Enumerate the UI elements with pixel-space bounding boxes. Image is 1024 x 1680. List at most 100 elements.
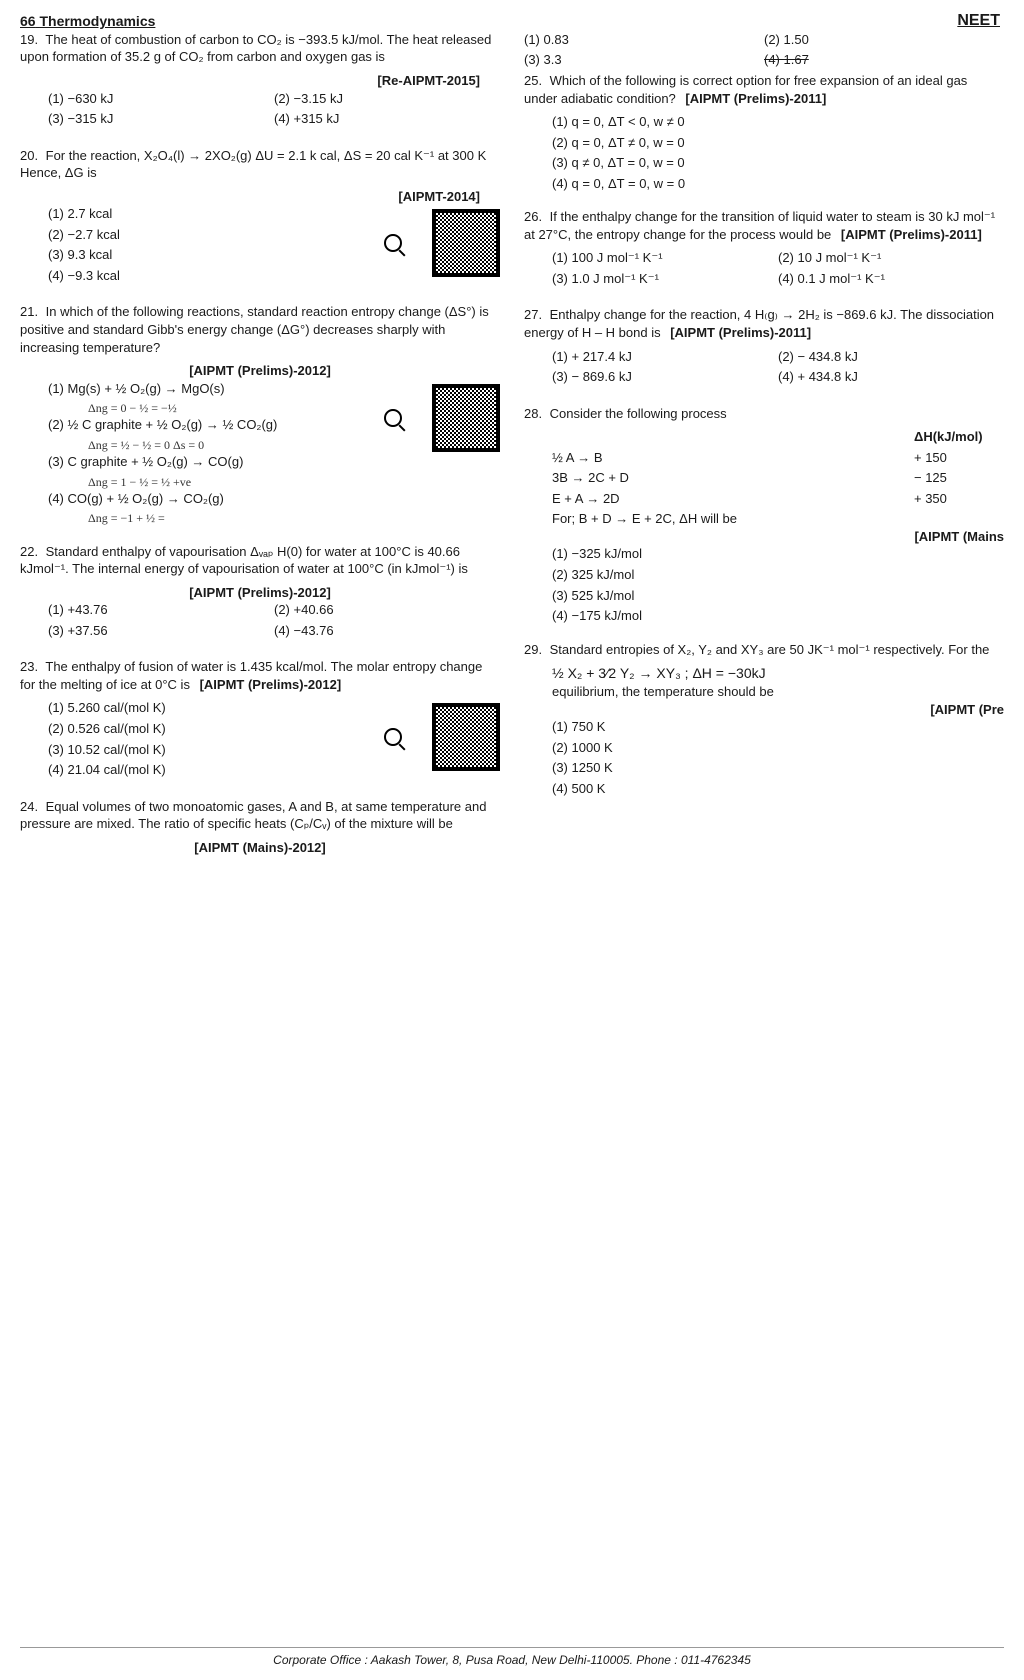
- option: (2) 10 J mol⁻¹ K⁻¹: [778, 249, 1004, 267]
- q-body: Consider the following process: [550, 406, 727, 421]
- option: (1) + 217.4 kJ: [552, 348, 778, 366]
- source-tag: [AIPMT (Mains: [914, 529, 1004, 544]
- handwritten-note: Δng = ½ − ½ = 0 Δs = 0: [48, 437, 384, 453]
- question-25: 25. Which of the following is correct op…: [524, 72, 1004, 192]
- source-tag: [AIPMT (Pre: [930, 702, 1004, 717]
- option: (2) 325 kJ/mol: [552, 566, 1004, 584]
- source-tag: [Re-AIPMT-2015]: [377, 73, 480, 88]
- two-column-layout: 19. The heat of combustion of carbon to …: [20, 31, 1004, 872]
- source-tag: [AIPMT (Prelims)-2012]: [189, 363, 331, 378]
- question-27: 27. Enthalpy change for the reaction, 4 …: [524, 306, 1004, 388]
- option: (3) C graphite + ½ O₂(g) → CO(g): [48, 453, 384, 471]
- q-number: 27.: [524, 306, 546, 324]
- option: (2) −3.15 kJ: [274, 90, 500, 108]
- source-tag: [AIPMT (Prelims)-2012]: [189, 585, 331, 600]
- q-number: 22.: [20, 543, 42, 561]
- option: (4) +315 kJ: [274, 110, 500, 128]
- chapter-header: 66 Thermodynamics: [20, 12, 1004, 31]
- option: (4) −43.76: [274, 622, 500, 640]
- exam-label: NEET: [957, 10, 1000, 32]
- option: (1) 750 K: [552, 718, 1004, 736]
- option: (3) 1250 K: [552, 759, 1004, 777]
- question-23: 23. The enthalpy of fusion of water is 1…: [20, 658, 500, 781]
- option: (4) −175 kJ/mol: [552, 607, 1004, 625]
- option: (1) 2.7 kcal: [48, 205, 384, 223]
- magnifier-icon: [384, 234, 402, 252]
- option: (3) 3.3: [524, 51, 764, 69]
- qr-code: [432, 703, 500, 771]
- option: (2) +40.66: [274, 601, 500, 619]
- magnifier-icon: [384, 728, 402, 746]
- q-body-line2: equilibrium, the temperature should be: [524, 683, 1004, 701]
- option: (3) +37.56: [48, 622, 274, 640]
- option: (4) CO(g) + ½ O₂(g) → CO₂(g): [48, 490, 384, 508]
- handwritten-note: Δng = 1 − ½ = ½ +ve: [48, 474, 384, 490]
- q-number: 29.: [524, 641, 546, 659]
- option: (3) q ≠ 0, ΔT = 0, w = 0: [552, 154, 1004, 172]
- page-footer: Corporate Office : Aakash Tower, 8, Pusa…: [20, 1647, 1004, 1668]
- qr-code: [432, 209, 500, 277]
- q-number: 28.: [524, 405, 546, 423]
- option: (2) 0.526 cal/(mol K): [48, 720, 384, 738]
- option: (3) − 869.6 kJ: [552, 368, 778, 386]
- option: (2) − 434.8 kJ: [778, 348, 1004, 366]
- question-24: 24. Equal volumes of two monoatomic gase…: [20, 798, 500, 857]
- option: (3) 10.52 cal/(mol K): [48, 741, 384, 759]
- question-28: 28. Consider the following process ΔH(kJ…: [524, 405, 1004, 625]
- option: (4) 500 K: [552, 780, 1004, 798]
- option: (1) q = 0, ΔT < 0, w ≠ 0: [552, 113, 1004, 131]
- q-body: Standard enthalpy of vapourisation Δᵥₐₚ …: [20, 544, 468, 577]
- qr-block: [384, 699, 500, 781]
- handwritten-note: Δng = −1 + ½ =: [48, 510, 384, 526]
- for-line: For; B + D → E + 2C, ΔH will be: [524, 510, 1004, 528]
- option: (4) + 434.8 kJ: [778, 368, 1004, 386]
- source-tag: [AIPMT (Prelims)-2011]: [685, 91, 826, 106]
- option: (3) 1.0 J mol⁻¹ K⁻¹: [552, 270, 778, 288]
- option: (2) 1.50: [764, 31, 1004, 49]
- option: (2) 1000 K: [552, 739, 1004, 757]
- left-column: 19. The heat of combustion of carbon to …: [20, 31, 500, 872]
- option: (3) 525 kJ/mol: [552, 587, 1004, 605]
- option: (2) ½ C graphite + ½ O₂(g) → ½ CO₂(g): [48, 416, 384, 434]
- option: (3) 9.3 kcal: [48, 246, 384, 264]
- option: (1) −630 kJ: [48, 90, 274, 108]
- q-number: 25.: [524, 72, 546, 90]
- q-number: 23.: [20, 658, 42, 676]
- q-number: 20.: [20, 147, 42, 165]
- question-22: 22. Standard enthalpy of vapourisation Δ…: [20, 543, 500, 643]
- q-body: In which of the following reactions, sta…: [20, 304, 489, 354]
- q-body: For the reaction, X₂O₄(l) → 2XO₂(g) ΔU =…: [20, 148, 486, 181]
- qr-block: [384, 205, 500, 287]
- qr-code: [432, 384, 500, 452]
- option: (3) −315 kJ: [48, 110, 274, 128]
- option: (1) −325 kJ/mol: [552, 545, 1004, 563]
- source-tag: [AIPMT-2014]: [398, 189, 480, 204]
- reaction-line: ½ X₂ + 3⁄2 Y₂ → XY₃ ; ΔH = −30kJ: [524, 664, 1004, 683]
- source-tag: [AIPMT (Prelims)-2011]: [670, 325, 811, 340]
- question-19: 19. The heat of combustion of carbon to …: [20, 31, 500, 131]
- option: (1) 0.83: [524, 31, 764, 49]
- option: (1) 5.260 cal/(mol K): [48, 699, 384, 717]
- magnifier-icon: [384, 409, 402, 427]
- question-21: 21. In which of the following reactions,…: [20, 303, 500, 526]
- q-body: Standard entropies of X₂, Y₂ and XY₃ are…: [550, 642, 990, 657]
- q-number: 21.: [20, 303, 42, 321]
- option: (4) 0.1 J mol⁻¹ K⁻¹: [778, 270, 1004, 288]
- qr-block: [384, 380, 500, 527]
- q-number: 19.: [20, 31, 42, 49]
- q-body: Equal volumes of two monoatomic gases, A…: [20, 799, 486, 832]
- reaction-table: ΔH(kJ/mol) ½ A → B+ 150 3B → 2C + D− 125…: [524, 428, 1004, 507]
- source-tag: [AIPMT (Prelims)-2012]: [200, 677, 342, 692]
- option: (1) Mg(s) + ½ O₂(g) → MgO(s): [48, 380, 384, 398]
- source-tag: [AIPMT (Mains)-2012]: [194, 840, 325, 855]
- option: (4) q = 0, ΔT = 0, w = 0: [552, 175, 1004, 193]
- option: (2) q = 0, ΔT ≠ 0, w = 0: [552, 134, 1004, 152]
- handwritten-note: Δng = 0 − ½ = −½: [48, 400, 384, 416]
- q-number: 24.: [20, 798, 42, 816]
- option: (1) 100 J mol⁻¹ K⁻¹: [552, 249, 778, 267]
- q-number: 26.: [524, 208, 546, 226]
- source-tag: [AIPMT (Prelims)-2011]: [841, 227, 982, 242]
- question-26: 26. If the enthalpy change for the trans…: [524, 208, 1004, 290]
- option: (4) −9.3 kcal: [48, 267, 384, 285]
- question-20: 20. For the reaction, X₂O₄(l) → 2XO₂(g) …: [20, 147, 500, 288]
